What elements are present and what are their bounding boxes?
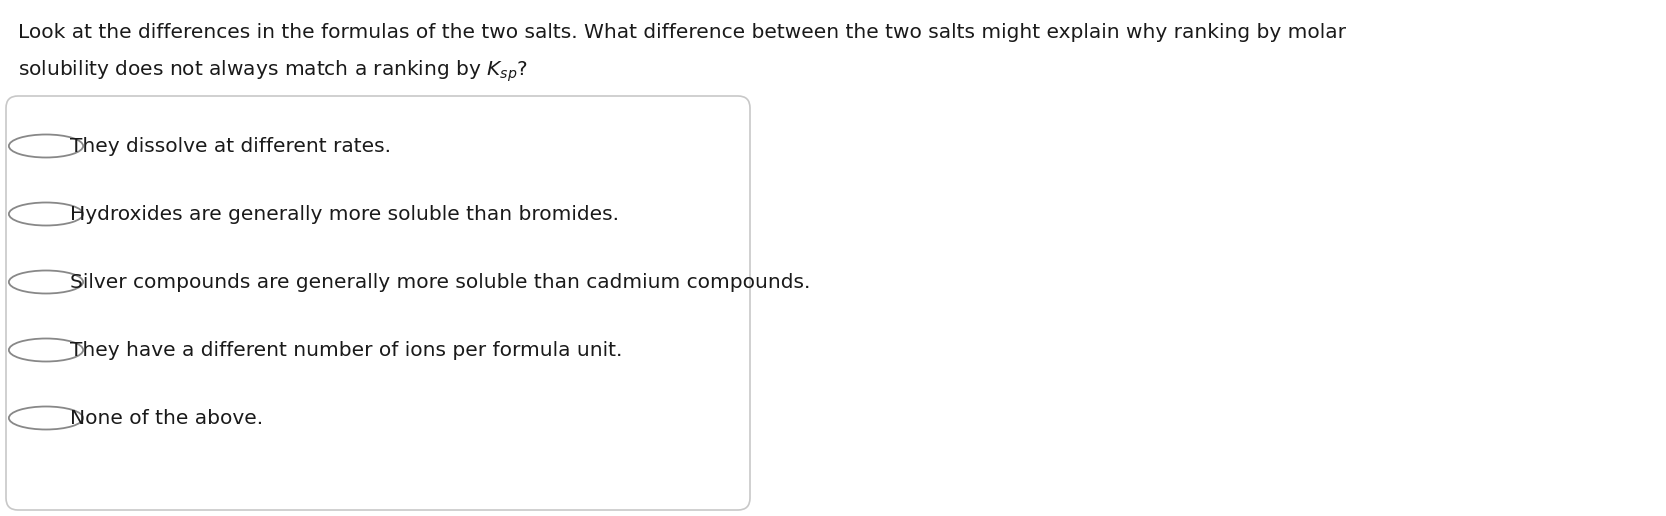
Ellipse shape: [8, 270, 83, 294]
Ellipse shape: [8, 202, 83, 225]
Text: solubility does not always match a ranking by $K_{sp}$?: solubility does not always match a ranki…: [18, 58, 528, 84]
Text: Silver compounds are generally more soluble than cadmium compounds.: Silver compounds are generally more solu…: [70, 272, 810, 292]
Text: They dissolve at different rates.: They dissolve at different rates.: [70, 137, 392, 155]
FancyBboxPatch shape: [7, 96, 750, 510]
Ellipse shape: [8, 407, 83, 429]
Text: None of the above.: None of the above.: [70, 409, 263, 427]
Text: Hydroxides are generally more soluble than bromides.: Hydroxides are generally more soluble th…: [70, 204, 620, 223]
Ellipse shape: [8, 135, 83, 157]
Text: Look at the differences in the formulas of the two salts. What difference betwee: Look at the differences in the formulas …: [18, 23, 1346, 42]
Text: They have a different number of ions per formula unit.: They have a different number of ions per…: [70, 341, 623, 360]
Ellipse shape: [8, 338, 83, 362]
